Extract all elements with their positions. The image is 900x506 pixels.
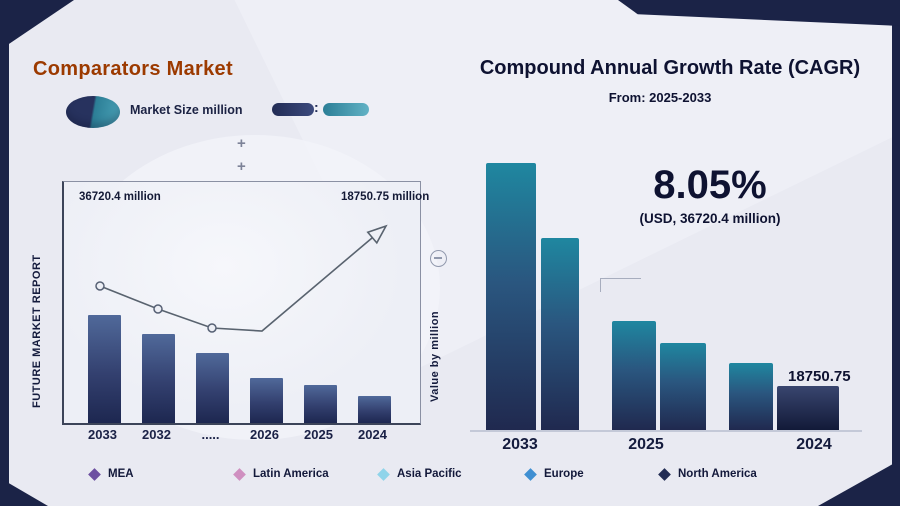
frame-corner-bottom-left — [0, 478, 48, 506]
left-x-label: 2032 — [142, 427, 171, 442]
left-bar-2032 — [142, 334, 175, 423]
trend-line — [99, 237, 373, 332]
left-bar-2026 — [250, 378, 283, 423]
trend-marker-icon — [207, 323, 217, 333]
start-value-label: 36720.4 million — [79, 191, 161, 203]
cagr-value: 8.05% — [653, 163, 767, 207]
plus-mark-icon: + — [237, 158, 246, 175]
left-chart-panel — [62, 181, 421, 425]
plus-mark-icon: + — [237, 135, 246, 152]
right-bar-2 — [612, 321, 656, 430]
trend-arrow — [95, 224, 388, 333]
legend-item-north-america: North America — [658, 467, 757, 481]
left-bar-2033 — [88, 315, 121, 423]
cagr-caption: (USD, 36720.4 million) — [639, 211, 781, 226]
left-x-label: 2033 — [88, 427, 117, 442]
mea-diamond-icon — [88, 467, 101, 481]
legend-label-europe: Europe — [544, 468, 584, 480]
left-bar-2024 — [358, 396, 391, 423]
right-x-axis: 2033 2025 2024 — [470, 436, 870, 456]
left-bar-..... — [196, 353, 229, 423]
right-bar-3 — [660, 343, 706, 430]
right-chart-title: Compound Annual Growth Rate (CAGR) — [479, 57, 861, 79]
ratio-colon: : — [314, 99, 319, 115]
right-bar-0 — [486, 163, 536, 430]
trend-marker-icon — [153, 304, 163, 314]
left-chart-title: Comparators Market — [33, 58, 233, 80]
frame-right-edge — [892, 0, 900, 506]
market-size-sphere-icon — [66, 96, 120, 128]
frame-corner-bottom-right — [818, 460, 900, 506]
legend-label-north-america: North America — [678, 468, 757, 480]
left-x-axis: 2033 2032..... 2026 2025 2024 — [62, 427, 418, 445]
europe-diamond-icon — [524, 467, 537, 481]
end-value-label: 18750.75 million — [341, 191, 430, 203]
left-x-label: 2026 — [250, 427, 279, 442]
legend-label-asia-pacific: Asia Pacific — [397, 468, 462, 480]
north-america-diamond-icon — [658, 467, 671, 481]
right-chart-baseline — [470, 430, 862, 432]
right-bar-4 — [729, 363, 773, 430]
ratio-pill-navy-icon — [272, 103, 314, 116]
right-x-label-2033: 2033 — [502, 436, 538, 453]
value-annotation: 18750.75 — [788, 368, 851, 385]
left-axis-label: FUTURE MARKET REPORT — [31, 254, 43, 408]
frame-left-edge — [0, 0, 9, 506]
right-chart-subtitle: From: 2025-2033 — [608, 90, 712, 105]
bracket-decoration — [600, 278, 641, 292]
circle-minus-icon — [430, 250, 447, 267]
left-x-label: 2025 — [304, 427, 333, 442]
legend-item-latin-america: Latin America — [233, 467, 329, 481]
asia-pacific-diamond-icon — [377, 467, 390, 481]
right-bar-1 — [541, 238, 579, 430]
right-axis-label: Value by million — [429, 310, 441, 402]
legend-item-mea: MEA — [88, 467, 134, 481]
trend-marker-icon — [95, 281, 105, 291]
right-bar-5 — [777, 386, 839, 430]
left-x-label: ..... — [201, 427, 220, 442]
ratio-pill-teal-icon — [323, 103, 369, 116]
arrow-head-icon — [366, 224, 388, 245]
latin-america-diamond-icon — [233, 467, 246, 481]
left-x-label: 2024 — [358, 427, 387, 442]
legend-label-mea: MEA — [108, 468, 134, 480]
legend-item-europe: Europe — [524, 467, 584, 481]
legend-item-asia-pacific: Asia Pacific — [377, 467, 462, 481]
frame-corner-top-left — [0, 0, 74, 50]
market-size-label: Market Size million — [130, 103, 243, 117]
right-x-label-2024: 2024 — [796, 436, 832, 453]
legend-label-latin-america: Latin America — [253, 468, 329, 480]
left-bar-2025 — [304, 385, 337, 423]
right-chart-area — [470, 150, 870, 432]
right-x-label-2025: 2025 — [628, 436, 664, 453]
